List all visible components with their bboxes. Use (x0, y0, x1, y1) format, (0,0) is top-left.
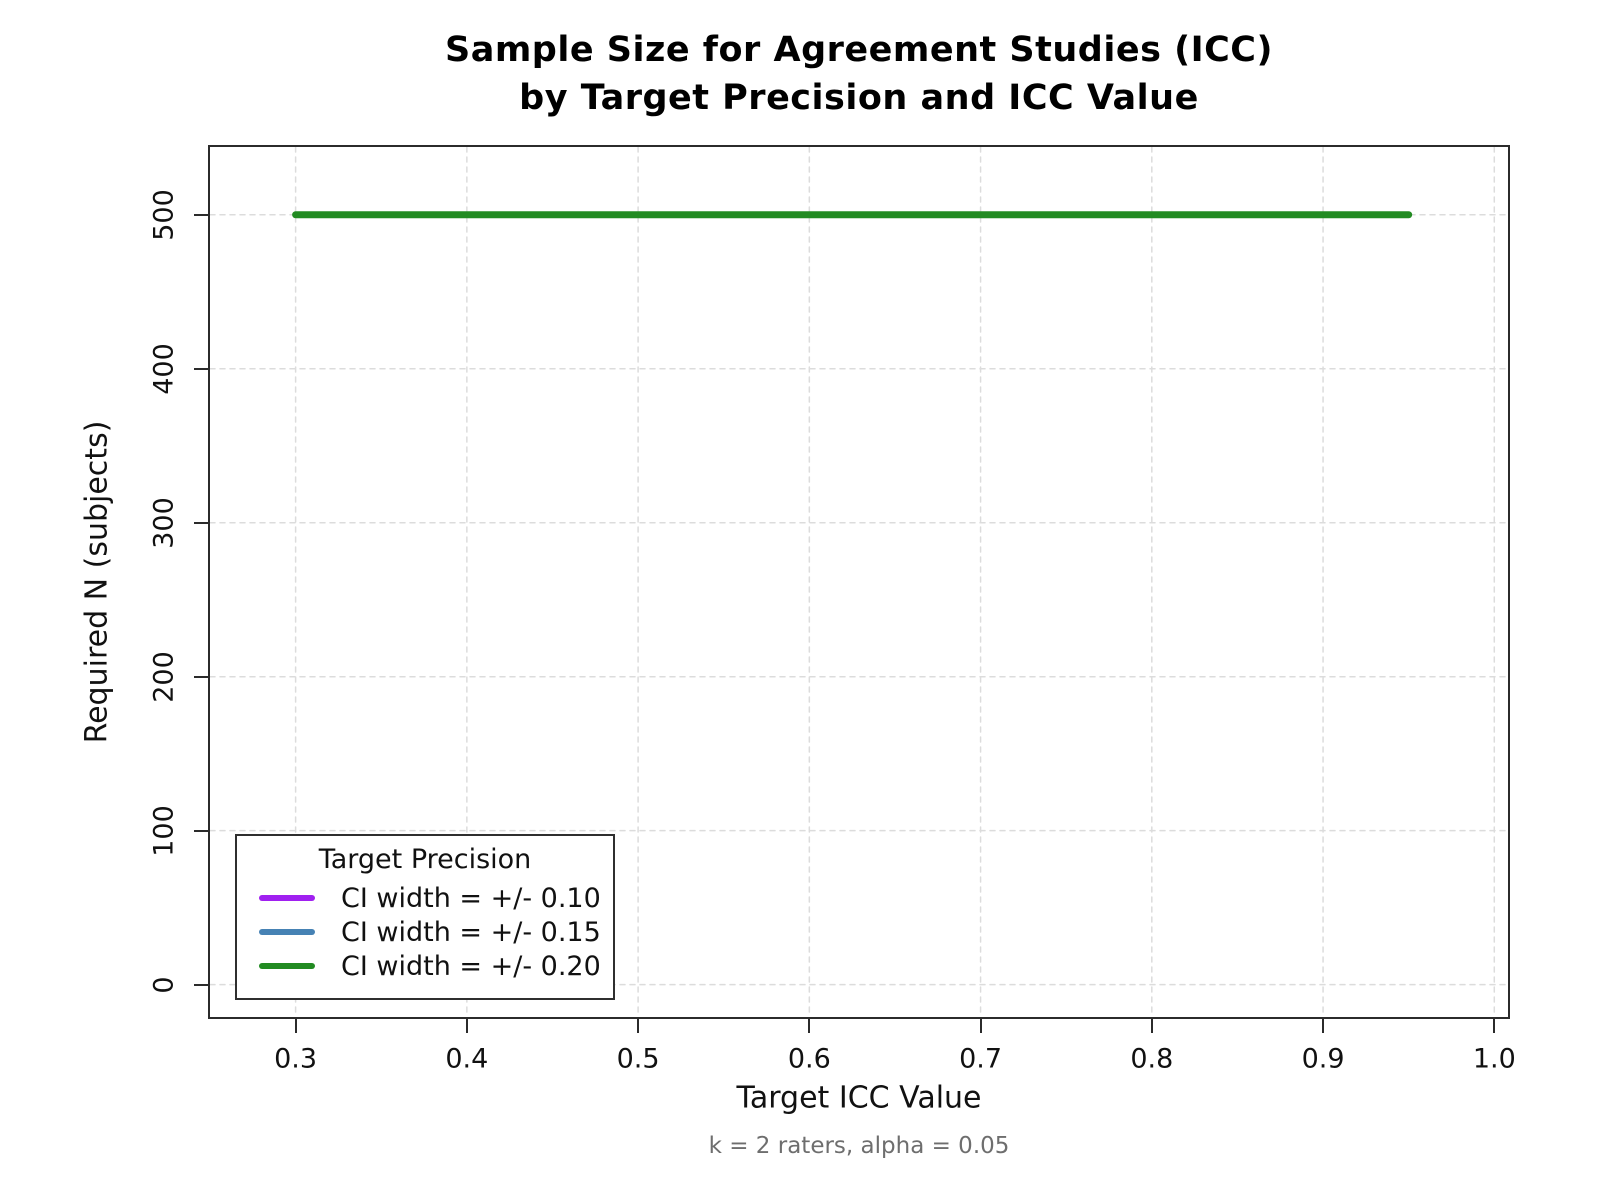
y-tick-label: 0 (148, 976, 180, 994)
x-tick-label: 0.6 (787, 1043, 831, 1075)
chart-subtitle: k = 2 raters, alpha = 0.05 (708, 1133, 1010, 1159)
chart-title-line1: Sample Size for Agreement Studies (ICC) (445, 30, 1273, 70)
legend-line-swatch (259, 963, 315, 969)
x-tick-mark (1322, 1019, 1325, 1033)
x-tick-mark (1150, 1019, 1153, 1033)
x-tick-label: 0.8 (1130, 1043, 1174, 1075)
x-tick-label: 0.4 (445, 1043, 489, 1075)
legend-entry-label: CI width = +/- 0.20 (341, 950, 601, 982)
x-tick-label: 0.9 (1301, 1043, 1345, 1075)
x-tick-mark (294, 1019, 297, 1033)
legend-entry-label: CI width = +/- 0.15 (341, 916, 601, 948)
y-tick-label: 500 (148, 188, 180, 241)
chart-title-line2: by Target Precision and ICC Value (519, 78, 1199, 118)
legend-entry: CI width = +/- 0.15 (237, 915, 613, 949)
x-tick-label: 1.0 (1472, 1043, 1516, 1075)
y-tick-label: 300 (148, 496, 180, 549)
y-tick-mark (194, 213, 208, 216)
x-tick-mark (979, 1019, 982, 1033)
y-tick-label: 100 (148, 804, 180, 857)
legend-entry: CI width = +/- 0.20 (237, 949, 613, 983)
x-tick-mark (637, 1019, 640, 1033)
chart-title: Sample Size for Agreement Studies (ICC) … (208, 26, 1510, 122)
x-tick-mark (1493, 1019, 1496, 1033)
x-tick-label: 0.5 (616, 1043, 660, 1075)
legend-entry-label: CI width = +/- 0.10 (341, 882, 601, 914)
x-tick-mark (808, 1019, 811, 1033)
y-tick-mark (194, 367, 208, 370)
x-tick-mark (465, 1019, 468, 1033)
y-tick-mark (194, 829, 208, 832)
y-tick-label: 200 (148, 650, 180, 703)
legend-box: Target Precision CI width = +/- 0.10 CI w… (235, 834, 615, 1000)
y-axis-title: Required N (subjects) (79, 420, 115, 744)
x-tick-label: 0.7 (959, 1043, 1003, 1075)
y-tick-mark (194, 983, 208, 986)
legend-title: Target Precision (318, 844, 532, 875)
legend-entry: CI width = +/- 0.10 (237, 881, 613, 915)
legend-line-swatch (259, 929, 315, 935)
y-tick-mark (194, 675, 208, 678)
x-tick-label: 0.3 (274, 1043, 318, 1075)
y-tick-mark (194, 521, 208, 524)
legend-line-swatch (259, 895, 315, 901)
legend-rows: CI width = +/- 0.10 CI width = +/- 0.15 CI… (237, 881, 613, 983)
y-tick-label: 400 (148, 342, 180, 395)
x-axis-title: Target ICC Value (736, 1080, 982, 1116)
